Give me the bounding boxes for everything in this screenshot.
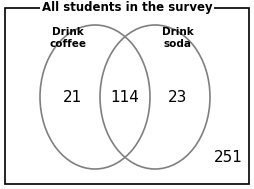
Text: Drink
soda: Drink soda xyxy=(162,27,194,49)
Text: Drink
coffee: Drink coffee xyxy=(50,27,87,49)
Text: 21: 21 xyxy=(62,90,82,105)
Text: 114: 114 xyxy=(110,90,139,105)
Text: All students in the survey: All students in the survey xyxy=(42,2,212,15)
Text: 23: 23 xyxy=(168,90,188,105)
Text: 251: 251 xyxy=(214,150,242,166)
